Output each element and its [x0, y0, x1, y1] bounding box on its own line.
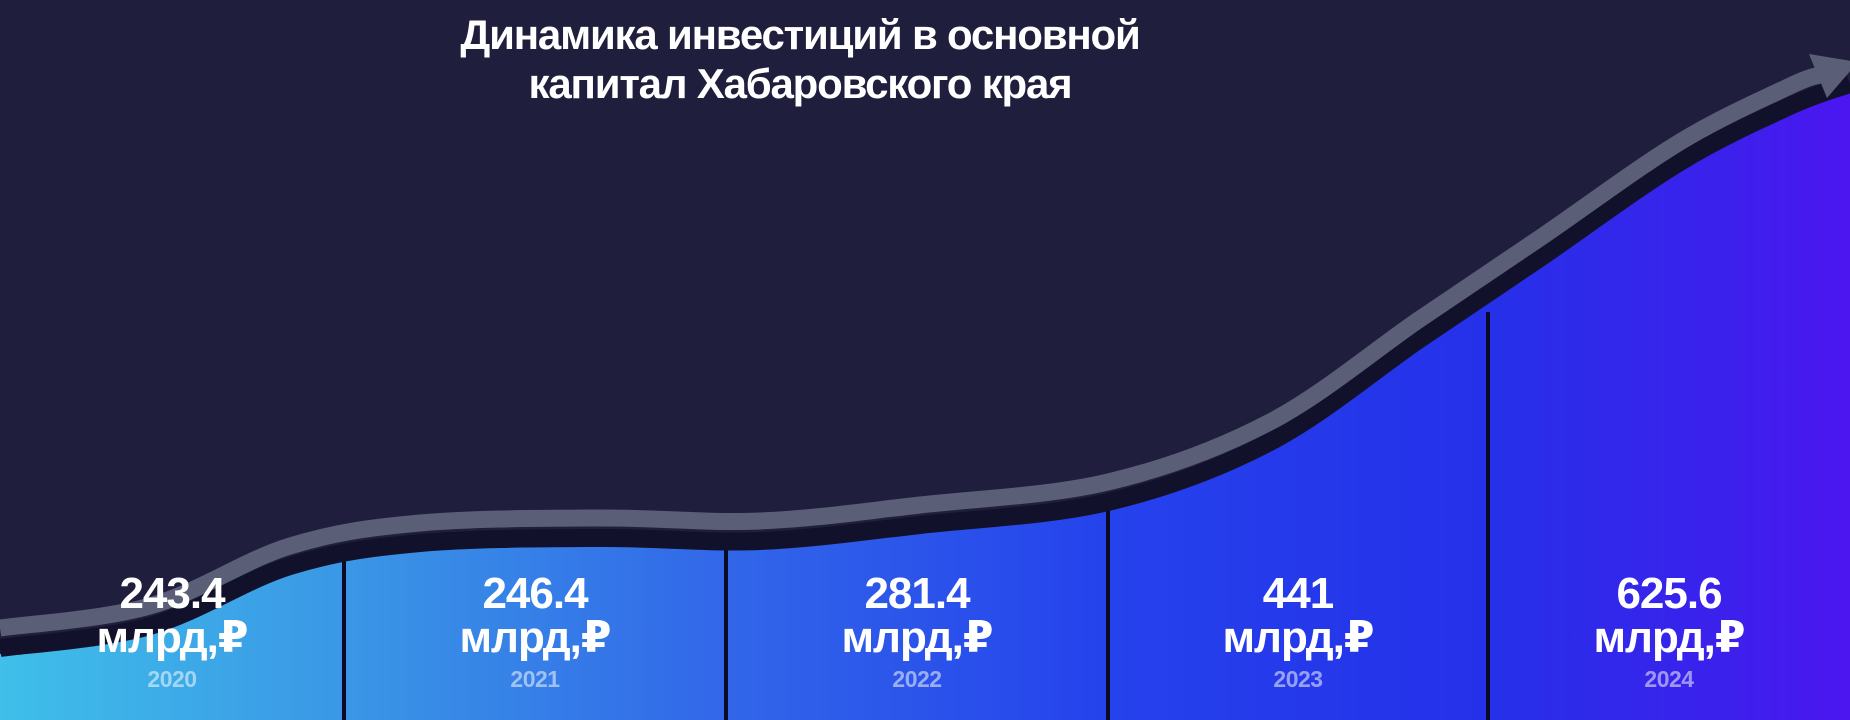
- trend-line: [0, 66, 1823, 637]
- segment-2023: 441 млрд,₽ 2023: [1108, 572, 1488, 691]
- value-label: 243.4: [119, 569, 225, 618]
- chart-title-line2: капитал Хабаровского края: [528, 60, 1073, 107]
- segment-2020: 243.4 млрд,₽ 2020: [0, 572, 344, 691]
- year-label: 2020: [147, 666, 197, 692]
- segment-2024: 625.6 млрд,₽ 2024: [1488, 572, 1850, 691]
- unit-label: млрд,₽: [1593, 613, 1745, 662]
- segment-2022: 281.4 млрд,₽ 2022: [726, 572, 1108, 691]
- chart-title-line1: Динамика инвестиций в основной: [460, 11, 1140, 58]
- curve-shadow-line: [0, 75, 1850, 657]
- value-label: 246.4: [482, 569, 588, 618]
- value-label: 441: [1262, 569, 1334, 618]
- value-label: 281.4: [864, 569, 970, 618]
- unit-label: млрд,₽: [1222, 613, 1374, 662]
- segment-dividers: [342, 312, 1490, 720]
- segment-2021: 246.4 млрд,₽ 2021: [344, 572, 726, 691]
- year-label: 2023: [1273, 666, 1323, 692]
- trend-arrow-icon: [1809, 54, 1850, 98]
- unit-label: млрд,₽: [96, 613, 248, 662]
- year-label: 2022: [892, 666, 942, 692]
- year-label: 2024: [1644, 666, 1694, 692]
- unit-label: млрд,₽: [841, 613, 993, 662]
- unit-label: млрд,₽: [459, 613, 611, 662]
- value-label: 625.6: [1616, 569, 1722, 618]
- area-fill: [0, 90, 1850, 720]
- year-label: 2021: [510, 666, 560, 692]
- chart-title: Динамика инвестиций в основной капитал Х…: [0, 10, 1600, 108]
